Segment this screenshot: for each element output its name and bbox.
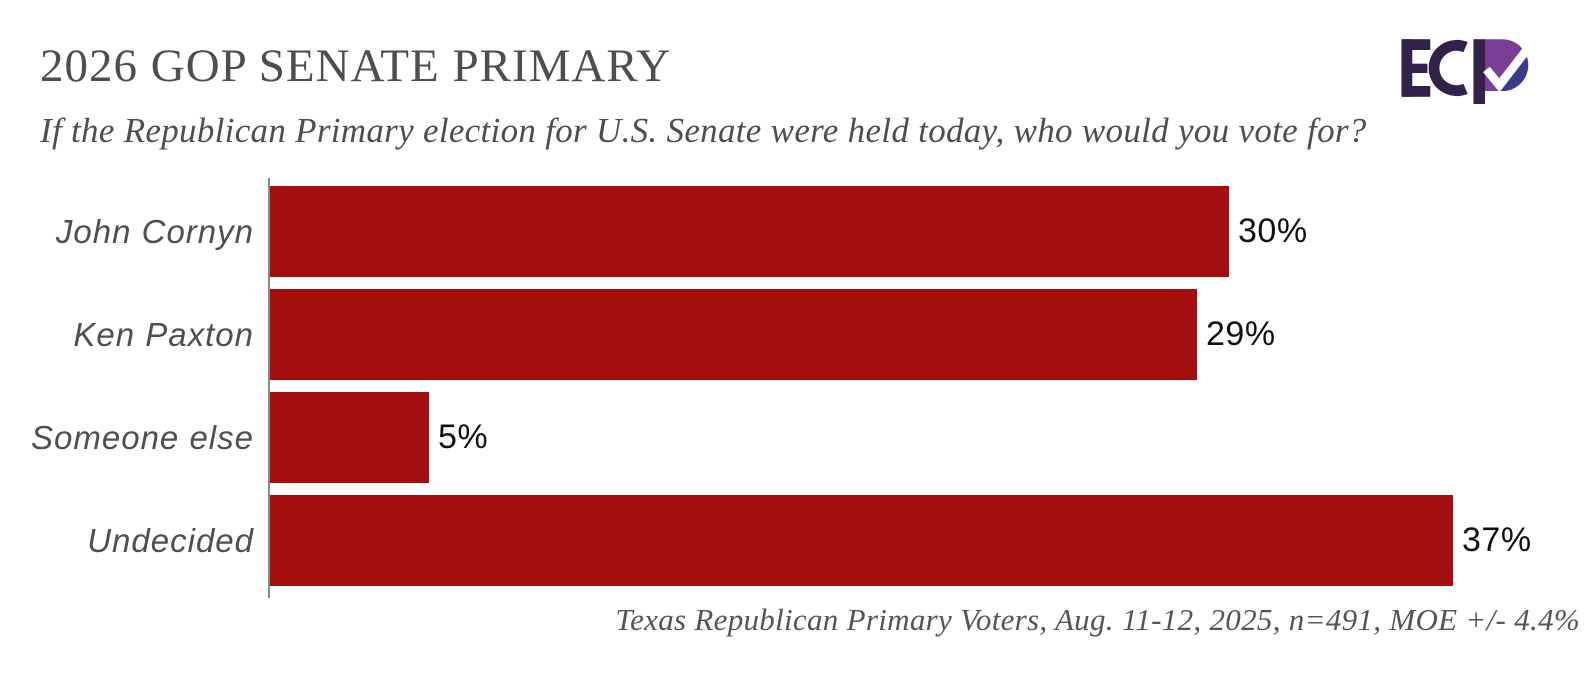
plot-area: 5%	[269, 392, 1549, 484]
chart-rows: John Cornyn 30% Ken Paxton 29% Someone else 5…	[0, 186, 1596, 587]
header: 2026 GOP SENATE PRIMARY	[0, 0, 1596, 104]
ecp-logo-icon	[1401, 39, 1532, 104]
page-title: 2026 GOP SENATE PRIMARY	[40, 40, 672, 92]
category-label: Someone else	[31, 418, 254, 456]
plot-area: 30%	[269, 186, 1549, 278]
plot-area: 37%	[269, 495, 1549, 587]
category-label: John Cornyn	[55, 212, 254, 250]
chart-row: John Cornyn 30%	[0, 186, 1596, 278]
value-label: 30%	[1238, 212, 1308, 251]
chart-subtitle: If the Republican Primary election for U…	[40, 111, 1367, 151]
category-label: Ken Paxton	[73, 315, 254, 353]
plot-area: 29%	[269, 289, 1549, 381]
value-label: 5%	[438, 418, 489, 457]
ecp-logo	[1386, 32, 1548, 104]
chart-row: Ken Paxton 29%	[0, 289, 1596, 381]
y-axis-line	[268, 178, 270, 599]
value-label: 37%	[1462, 521, 1532, 560]
bar-chart: John Cornyn 30% Ken Paxton 29% Someone else 5…	[0, 178, 1596, 599]
bar-john-cornyn	[269, 186, 1229, 278]
chart-row: Undecided 37%	[0, 495, 1596, 587]
chart-row: Someone else 5%	[0, 392, 1596, 484]
bar-ken-paxton	[269, 289, 1197, 381]
category-label: Undecided	[87, 521, 254, 559]
value-label: 29%	[1206, 315, 1276, 354]
bar-someone-else	[269, 392, 429, 484]
source-note: Texas Republican Primary Voters, Aug. 11…	[615, 602, 1580, 638]
bar-undecided	[269, 495, 1453, 587]
